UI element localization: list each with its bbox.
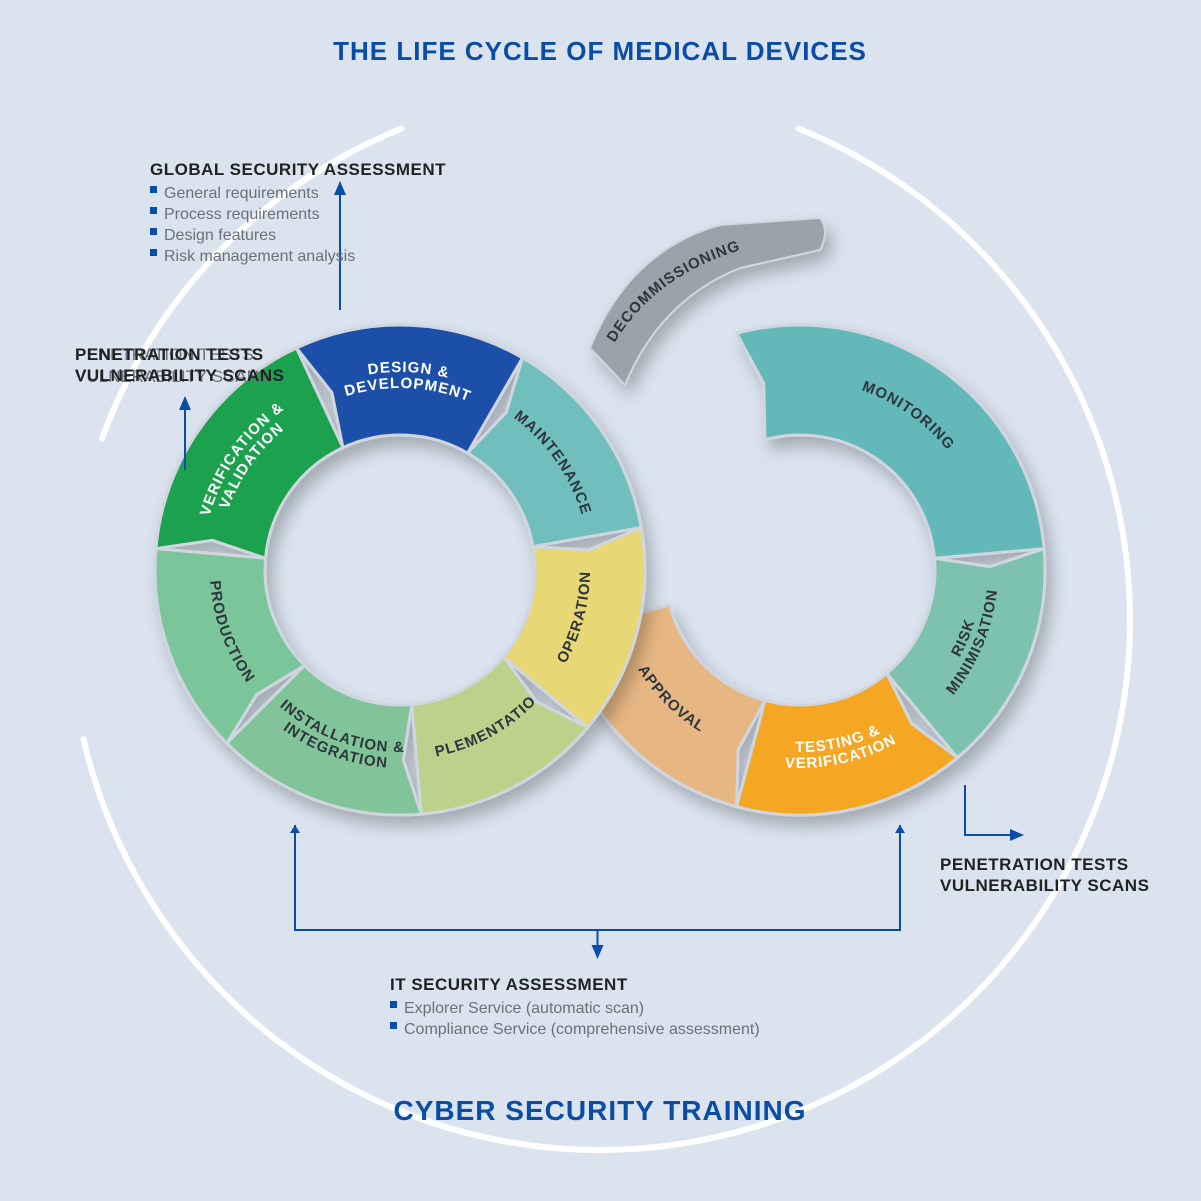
footer-label: CYBER SECURITY TRAINING <box>394 1095 807 1126</box>
callout-item: Design features <box>164 227 276 244</box>
bullet-icon <box>150 249 157 256</box>
bullet-icon <box>150 228 157 235</box>
callout-heading: PENETRATION TESTS <box>75 345 264 364</box>
callout-item: Compliance Service (comprehensive assess… <box>404 1021 760 1038</box>
callout-item: Risk management analysis <box>164 248 355 265</box>
lifecycle-diagram: THE LIFE CYCLE OF MEDICAL DEVICES DECOMM… <box>0 0 1201 1201</box>
bullet-icon <box>390 1001 397 1008</box>
callout-item: Explorer Service (automatic scan) <box>404 1000 644 1017</box>
callout-item: General requirements <box>164 185 319 202</box>
callout-heading: GLOBAL SECURITY ASSESSMENT <box>150 160 446 179</box>
callout-heading: PENETRATION TESTS <box>940 855 1129 874</box>
callout-item: Process requirements <box>164 206 320 223</box>
callout-heading: IT SECURITY ASSESSMENT <box>390 975 628 994</box>
bullet-icon <box>150 207 157 214</box>
bullet-icon <box>390 1022 397 1029</box>
callout-heading: VULNERABILITY SCANS <box>940 876 1149 895</box>
callout-heading: VULNERABILITY SCANS <box>75 366 284 385</box>
bullet-icon <box>150 186 157 193</box>
page-title: THE LIFE CYCLE OF MEDICAL DEVICES <box>333 36 867 66</box>
